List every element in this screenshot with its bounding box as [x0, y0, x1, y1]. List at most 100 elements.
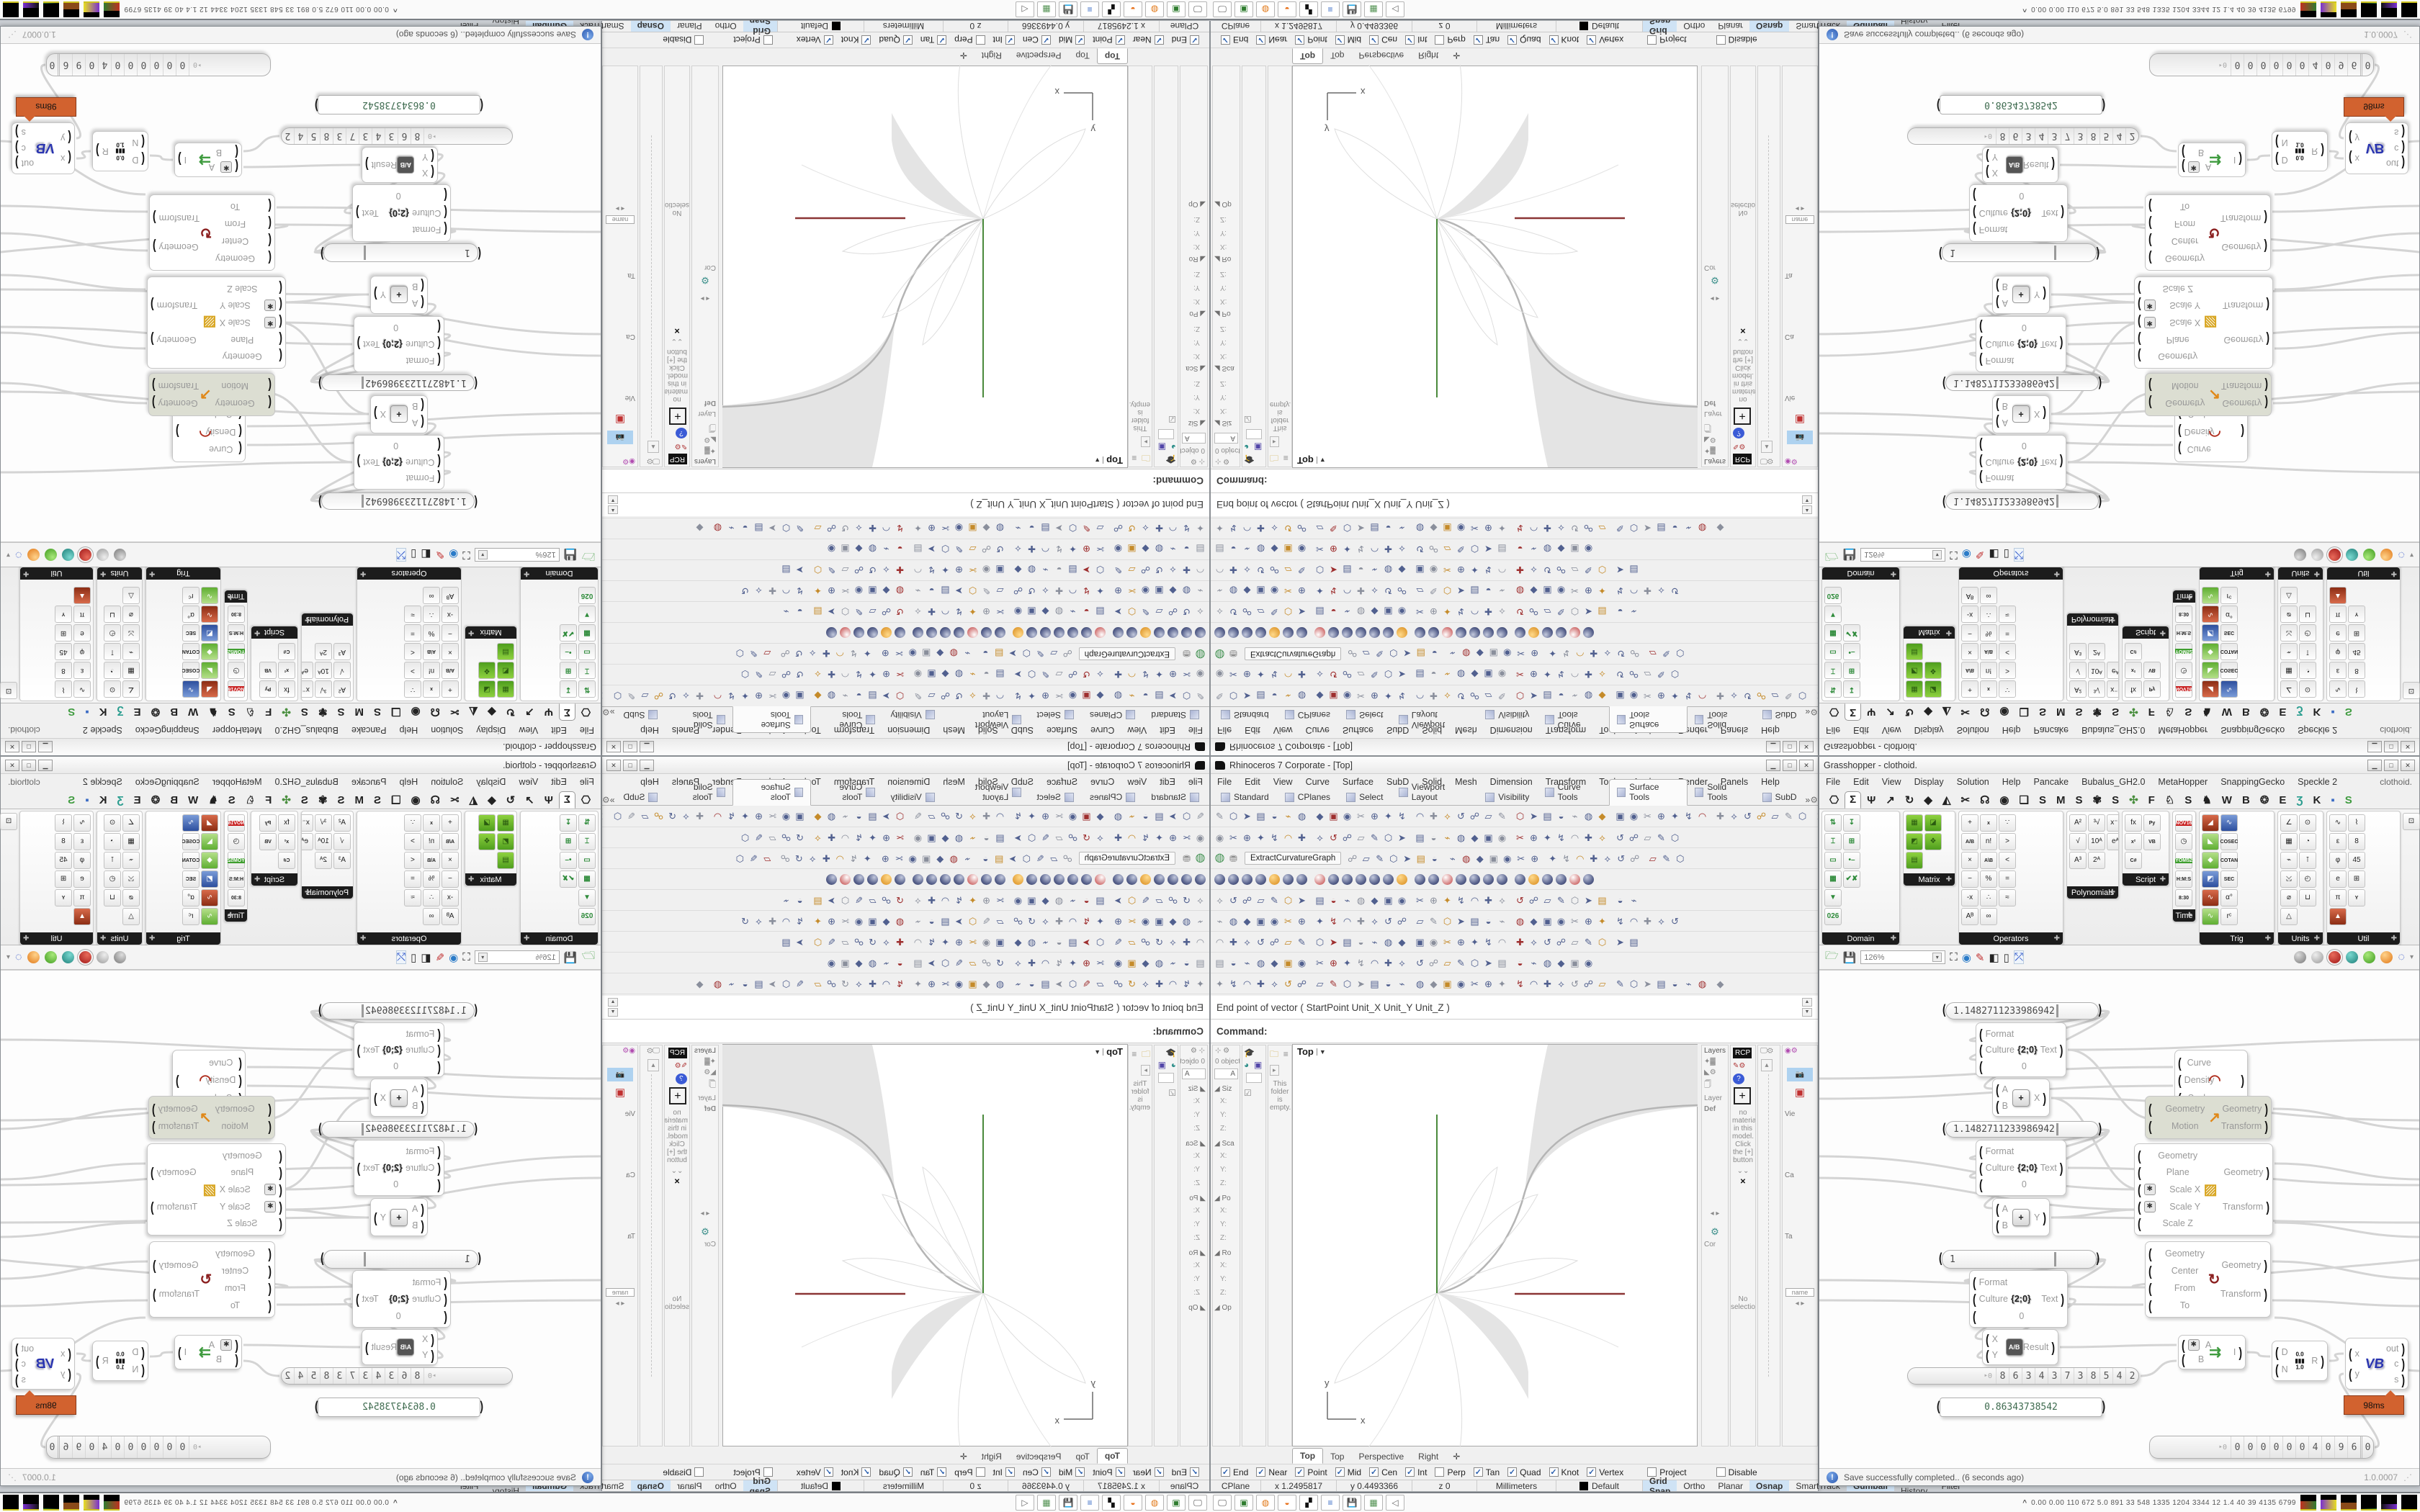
- component-icon[interactable]: ⌀: [122, 889, 140, 906]
- toolbar-icon[interactable]: ➤: [1114, 606, 1122, 618]
- osnap-quad[interactable]: ✓ Quad: [879, 1467, 913, 1477]
- toolbar-icon[interactable]: ✦: [914, 978, 922, 989]
- toolbar-icon[interactable]: ✦: [969, 606, 977, 618]
- format-component[interactable]: (Format(Culture {2;0} Text)(0: [1969, 1270, 2068, 1328]
- scale-nu-component[interactable]: (Geometry(Plane(✱ Scale X(✱ Scale Y(Scale …: [147, 276, 286, 369]
- toolbar-icon[interactable]: ▤: [1343, 936, 1352, 948]
- toolbar-icon[interactable]: ▤: [1215, 957, 1224, 968]
- component-gear-icon[interactable]: ⚙: [1711, 1226, 1719, 1237]
- expand-icon[interactable]: ▸: [1141, 1065, 1150, 1076]
- toolbar-icon[interactable]: ▣: [922, 648, 931, 660]
- ribbon-group-footer[interactable]: Operators ✚: [357, 932, 461, 945]
- checkbox-checked-icon[interactable]: ✓: [1473, 35, 1483, 45]
- ribbon-group-footer[interactable]: Domain ✚: [521, 567, 598, 580]
- toolbar-sphere-icon[interactable]: [981, 873, 992, 885]
- number-slider[interactable]: (1.1482711233986942): [1941, 492, 2103, 510]
- component-icon[interactable]: ∵: [1999, 814, 2016, 832]
- component-icon[interactable]: φ: [2329, 643, 2347, 660]
- output-port[interactable]: ): [374, 1089, 377, 1106]
- save-file-icon[interactable]: 💾: [1842, 548, 1857, 561]
- component-icon[interactable]: Py: [259, 814, 277, 832]
- toolbar-icon[interactable]: ⬡: [895, 690, 905, 701]
- component-icon[interactable]: >: [1999, 833, 2016, 850]
- toolbar-icon[interactable]: ◉: [1141, 915, 1150, 927]
- empty-field[interactable]: [1246, 1073, 1262, 1083]
- toolbar-icon[interactable]: ◒: [1385, 978, 1392, 989]
- component-icon[interactable]: C#: [278, 852, 295, 869]
- toolbar-icon[interactable]: ✎: [1371, 832, 1379, 843]
- taskbar-app-notepad[interactable]: ≡: [1321, 1, 1340, 17]
- toolbar-icon[interactable]: ➤: [1814, 690, 1818, 701]
- toolbar-icon[interactable]: ▣: [1489, 648, 1498, 660]
- output-port[interactable]: ): [15, 140, 19, 157]
- toolbar-icon[interactable]: ◠: [1283, 669, 1293, 680]
- toolbar-icon[interactable]: ⊕: [1585, 585, 1592, 597]
- checkbox-checked-icon[interactable]: ✓: [1005, 35, 1015, 45]
- toolbar-icon[interactable]: ✦: [1316, 915, 1324, 927]
- status-toggle-planar[interactable]: Planar: [676, 21, 702, 32]
- digit-cell[interactable]: 5: [308, 128, 321, 144]
- component-icon[interactable]: ⤩: [122, 624, 140, 642]
- toolbar-icon[interactable]: ⬡: [1283, 606, 1293, 618]
- toolbar-icon[interactable]: ⟡: [856, 978, 862, 989]
- toolbar-icon[interactable]: ➤: [1357, 523, 1365, 534]
- toolbar-icon[interactable]: ✂: [1517, 648, 1525, 660]
- osnap-tan[interactable]: ✓ Tan: [920, 1467, 947, 1477]
- toolbar-icon[interactable]: ◆: [1598, 690, 1606, 701]
- toolbar-icon[interactable]: ▤: [813, 606, 823, 618]
- digit-cell[interactable]: 4: [2112, 1368, 2125, 1384]
- component-icon[interactable]: −: [442, 624, 459, 642]
- toolbar-icon[interactable]: ✦: [1196, 978, 1204, 989]
- toolbar-sphere-icon[interactable]: [1456, 873, 1466, 885]
- toolbar-icon[interactable]: ◒: [742, 523, 748, 534]
- component-icon[interactable]: ▭: [578, 852, 596, 869]
- component-icon[interactable]: ⊞: [1843, 662, 1860, 679]
- minimize-button[interactable]: ▁: [38, 759, 53, 771]
- taskbar-app-volume[interactable]: ◁: [1016, 1495, 1034, 1511]
- toolbar-icon[interactable]: ▤: [1416, 648, 1425, 660]
- toolbar-icon[interactable]: ⬡: [1315, 936, 1325, 948]
- toolbar-icon[interactable]: ▣: [995, 564, 1005, 576]
- category-tab-17[interactable]: F: [265, 794, 272, 806]
- component-icon[interactable]: SEC: [182, 870, 200, 888]
- toolbar-icon[interactable]: ◒: [983, 669, 990, 680]
- toolbar-icon[interactable]: ✦: [941, 564, 949, 576]
- component-icon[interactable]: YOM 52: [2175, 852, 2192, 869]
- toolbar-icon[interactable]: ◒: [1617, 894, 1623, 906]
- name-box[interactable]: name: [1785, 215, 1814, 224]
- toolbar-icon[interactable]: ▤: [1041, 523, 1050, 534]
- component-icon[interactable]: φ: [73, 643, 91, 660]
- checkbox-unchecked-icon[interactable]: [1647, 35, 1657, 45]
- toolbar-sphere-icon[interactable]: [940, 873, 951, 885]
- toolbar-icon[interactable]: ◍: [1113, 690, 1123, 701]
- component-icon[interactable]: e: [73, 870, 91, 888]
- menu-item-curve[interactable]: Curve: [1090, 725, 1115, 735]
- menu-item-edit[interactable]: Edit: [1160, 725, 1175, 735]
- output-port[interactable]: ): [317, 1002, 323, 1020]
- digit-cell[interactable]: 0: [151, 54, 163, 76]
- component-icon[interactable]: ◩: [497, 833, 514, 850]
- category-tab-19[interactable]: S: [228, 706, 236, 718]
- component-icon[interactable]: 8: [2348, 833, 2365, 850]
- digit-cell[interactable]: 0: [2295, 1436, 2308, 1458]
- checkbox-checked-icon[interactable]: ✓: [1549, 35, 1559, 45]
- toolbar-icon[interactable]: ◍: [895, 915, 905, 927]
- toolbar-icon[interactable]: ✦: [1498, 523, 1506, 534]
- menu-item-dimension[interactable]: Dimension: [1489, 725, 1533, 735]
- category-tab-24[interactable]: E: [2279, 794, 2287, 806]
- toolbar-icon[interactable]: ◉: [1196, 669, 1205, 680]
- toolbar-icon[interactable]: ▤: [754, 523, 763, 534]
- checkbox-unchecked-icon[interactable]: [694, 35, 704, 45]
- ribbon-expand-icon[interactable]: ✚: [2264, 570, 2271, 577]
- toolbar-icon[interactable]: ▱: [1416, 585, 1424, 597]
- viewport-tab-right-3[interactable]: Right: [981, 1452, 1002, 1462]
- toolbar-sphere-icon[interactable]: [1214, 873, 1225, 885]
- toolbar-icon[interactable]: ▱: [1644, 832, 1652, 843]
- input-port[interactable]: (: [421, 1097, 424, 1114]
- component-icon[interactable]: ◪: [1924, 680, 1942, 698]
- toolbar-icon[interactable]: ▤: [1543, 690, 1552, 701]
- preview-wire-sphere-icon[interactable]: [96, 951, 109, 963]
- menu-item-help[interactable]: Help: [1761, 777, 1780, 787]
- component-icon[interactable]: ◴: [2299, 870, 2316, 888]
